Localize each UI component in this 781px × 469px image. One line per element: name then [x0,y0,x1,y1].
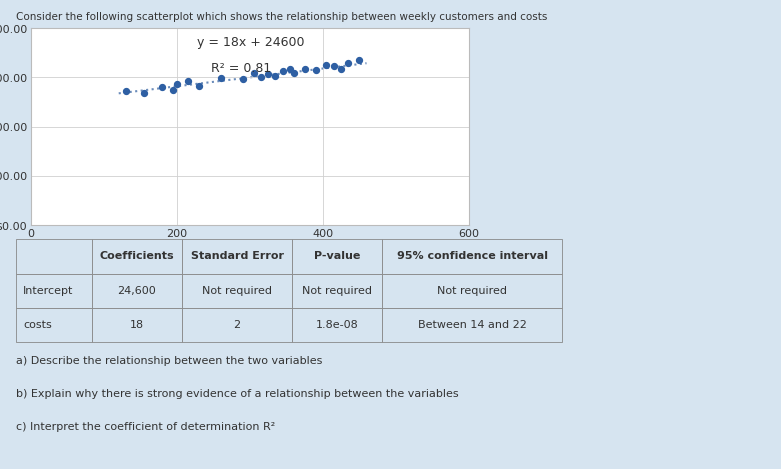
Point [193,82,205,89]
Point [237,76,249,83]
Text: y = 18x + 24600: y = 18x + 24600 [198,36,305,49]
Point [353,56,366,63]
Point [309,67,322,74]
Text: Consider the following scatterplot which shows the relationship between weekly c: Consider the following scatterplot which… [16,12,547,22]
Point [276,68,289,75]
Text: c) Interpret the coefficient of determination R²: c) Interpret the coefficient of determin… [16,422,275,432]
Point [156,83,169,91]
Point [287,69,300,76]
Point [327,62,340,69]
Point [342,60,355,67]
X-axis label: Customers: Customers [212,245,287,259]
Point [248,69,260,77]
Point [182,78,194,85]
Point [215,74,227,82]
Point [335,65,348,73]
Text: b) Explain why there is strong evidence of a relationship between the variables: b) Explain why there is strong evidence … [16,389,458,399]
Text: a) Describe the relationship between the two variables: a) Describe the relationship between the… [16,356,322,366]
Point [255,73,267,80]
Point [320,61,333,69]
Point [262,70,274,77]
Point [119,88,132,95]
Text: R² = 0.81: R² = 0.81 [211,61,271,75]
Point [298,66,311,73]
Point [138,90,151,97]
Point [284,65,296,73]
Point [171,80,184,88]
Point [167,86,180,94]
Point [269,72,282,80]
